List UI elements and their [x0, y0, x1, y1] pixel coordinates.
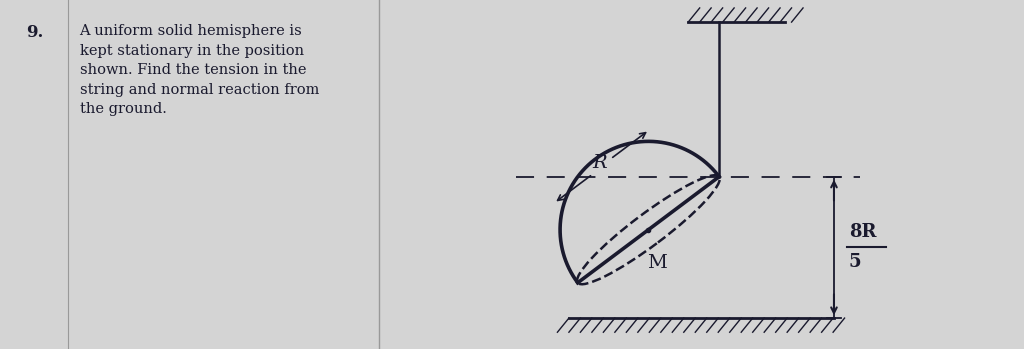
Text: R: R: [593, 155, 607, 172]
Text: 5: 5: [849, 253, 861, 272]
Text: 8R: 8R: [849, 223, 877, 242]
Text: M: M: [647, 254, 668, 272]
Text: 9.: 9.: [27, 24, 44, 42]
Text: A uniform solid hemisphere is
kept stationary in the position
shown. Find the te: A uniform solid hemisphere is kept stati…: [80, 24, 318, 117]
